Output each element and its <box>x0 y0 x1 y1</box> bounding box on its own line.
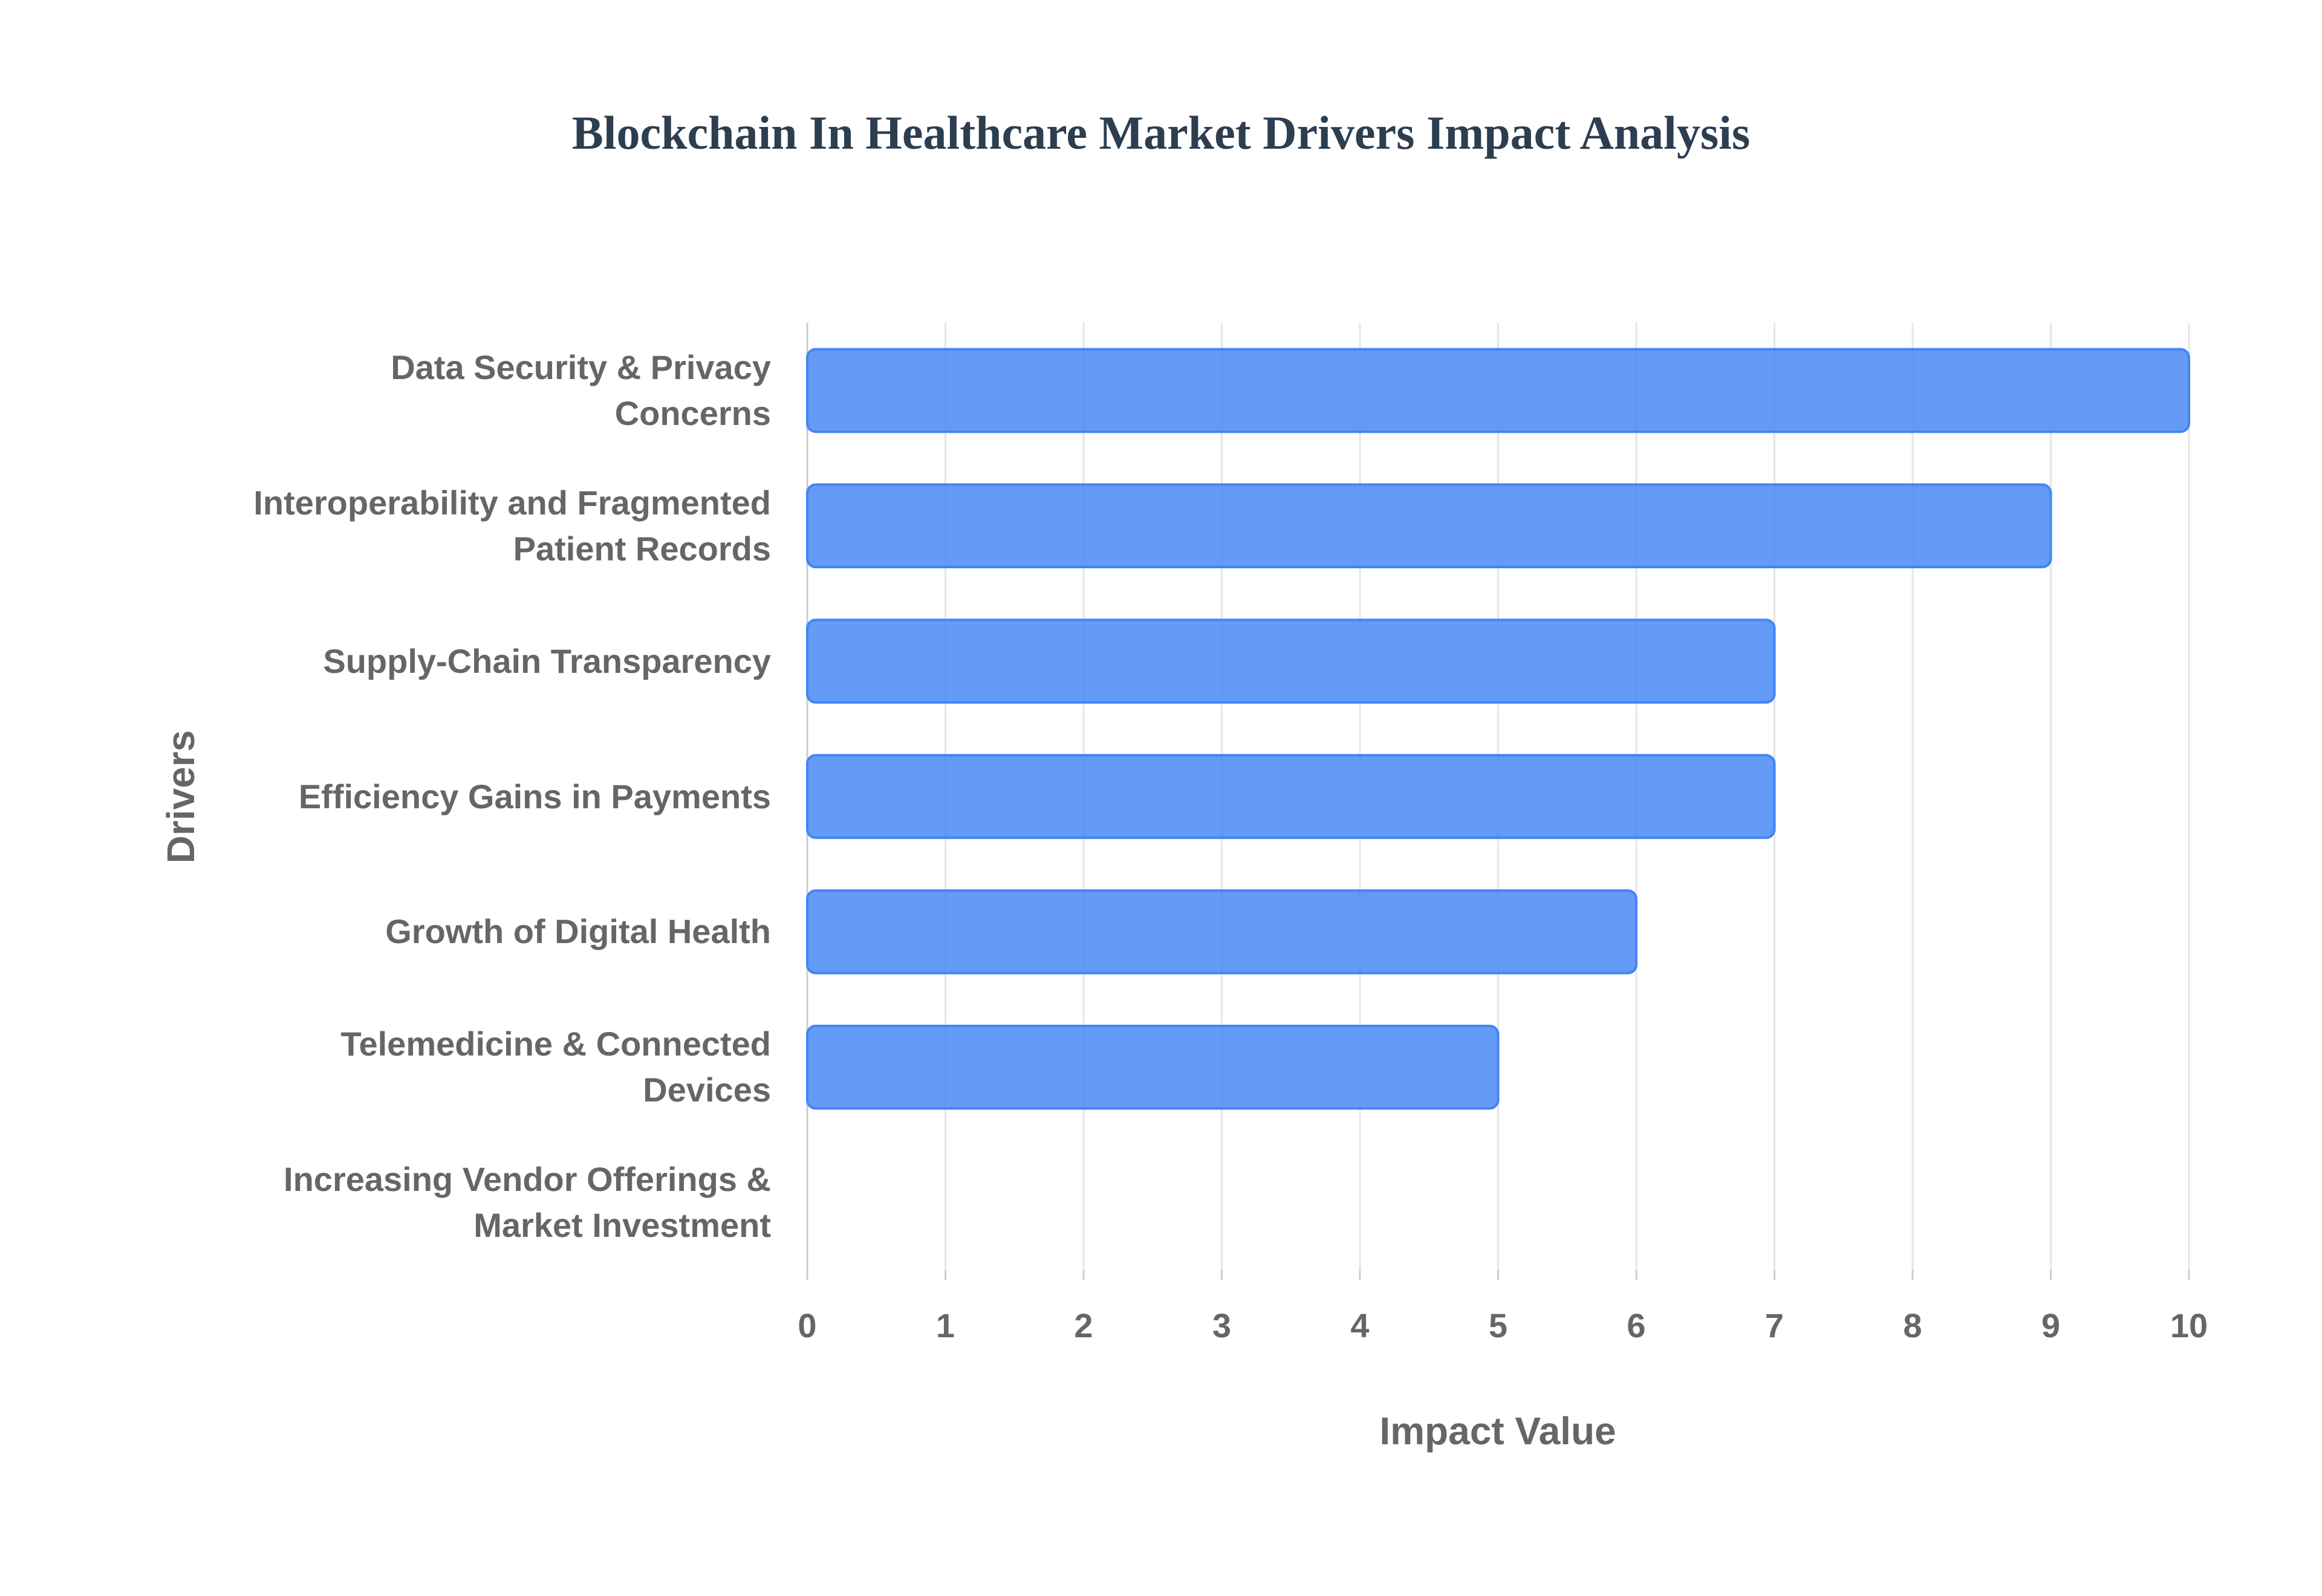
y-axis-title: Drivers <box>159 730 203 864</box>
bar <box>806 483 2052 569</box>
x-tick-label: 6 <box>1627 1306 1645 1345</box>
x-tick-label: 10 <box>2170 1306 2208 1345</box>
bar <box>806 1024 1500 1110</box>
y-tick-label: Growth of Digital Health <box>385 912 771 951</box>
x-tick-label: 3 <box>1212 1306 1231 1345</box>
bar <box>806 618 1776 704</box>
x-tick-label: 0 <box>798 1306 816 1345</box>
bar <box>806 754 1776 839</box>
x-tick-label: 4 <box>1350 1306 1369 1345</box>
y-tick-label: Supply-Chain Transparency <box>323 641 771 680</box>
y-tick-label: Data Security & Privacy Concerns <box>391 348 771 432</box>
y-tick-label: Increasing Vendor Offerings & Market Inv… <box>284 1160 771 1245</box>
bar <box>806 348 2190 433</box>
y-tick-label: Telemedicine & Connected Devices <box>340 1025 771 1109</box>
x-axis-title: Impact Value <box>1379 1409 1616 1453</box>
y-tick-label: Interoperability and Fragmented Patient … <box>253 483 771 568</box>
x-tick-label: 7 <box>1765 1306 1784 1345</box>
y-tick-label: Efficiency Gains in Payments <box>298 777 771 816</box>
bar <box>806 889 1637 975</box>
chart-title: Blockchain In Healthcare Market Drivers … <box>572 106 1750 159</box>
x-tick-label: 5 <box>1489 1306 1507 1345</box>
x-tick-label: 2 <box>1074 1306 1093 1345</box>
x-tick-label: 9 <box>2041 1306 2060 1345</box>
x-tick-label: 1 <box>936 1306 955 1345</box>
x-tick-label: 8 <box>1903 1306 1922 1345</box>
